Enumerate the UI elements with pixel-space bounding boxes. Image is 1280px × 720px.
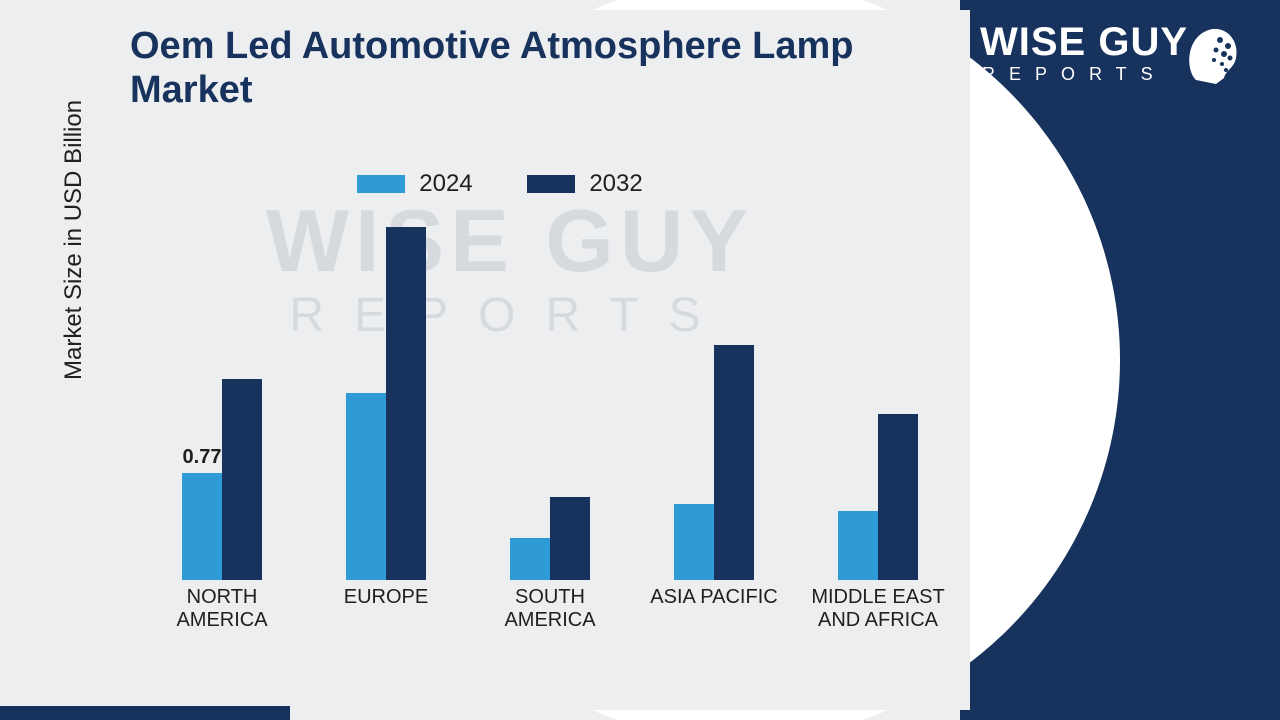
bar-2024 — [182, 473, 222, 580]
bar-value-label: 0.77 — [162, 446, 242, 469]
plot-region: 0.77NORTH AMERICAEUROPESOUTH AMERICAASIA… — [140, 220, 960, 580]
legend-label-2024: 2024 — [419, 170, 472, 198]
category-label: MIDDLE EAST AND AFRICA — [796, 580, 960, 632]
category-label: EUROPE — [304, 580, 468, 609]
bar-2032 — [550, 497, 590, 580]
chart-area: WISE GUY REPORTS Oem Led Automotive Atmo… — [30, 10, 970, 710]
bar-2024 — [838, 511, 878, 580]
legend-item-2024: 2024 — [357, 170, 472, 198]
chart-title: Oem Led Automotive Atmosphere Lamp Marke… — [130, 25, 870, 112]
legend-label-2032: 2032 — [589, 170, 642, 198]
bar-group: MIDDLE EAST AND AFRICA — [796, 220, 960, 580]
brand-head-icon — [1176, 20, 1246, 90]
infographic-stage: WISE GUY REPORTS WISE GUY REPORTS Oem Le… — [0, 0, 1280, 720]
category-label: SOUTH AMERICA — [468, 580, 632, 632]
bar-2032 — [222, 379, 262, 580]
legend-swatch-2032 — [527, 175, 575, 193]
bar-group: 0.77NORTH AMERICA — [140, 220, 304, 580]
y-axis-label: Market Size in USD Billion — [60, 100, 88, 380]
bar-2024 — [346, 393, 386, 580]
bar-2032 — [386, 227, 426, 580]
bar-2032 — [714, 345, 754, 580]
brand-logo: WISE GUY REPORTS — [980, 22, 1250, 85]
bar-group: EUROPE — [304, 220, 468, 580]
bar-group: ASIA PACIFIC — [632, 220, 796, 580]
footer-accent-bar — [0, 706, 290, 720]
bar-2032 — [878, 414, 918, 580]
bar-2024 — [510, 538, 550, 580]
legend-item-2032: 2032 — [527, 170, 642, 198]
bar-2024 — [674, 504, 714, 580]
category-label: ASIA PACIFIC — [632, 580, 796, 609]
legend-swatch-2024 — [357, 175, 405, 193]
bar-group: SOUTH AMERICA — [468, 220, 632, 580]
legend: 2024 2032 — [30, 170, 970, 200]
category-label: NORTH AMERICA — [140, 580, 304, 632]
